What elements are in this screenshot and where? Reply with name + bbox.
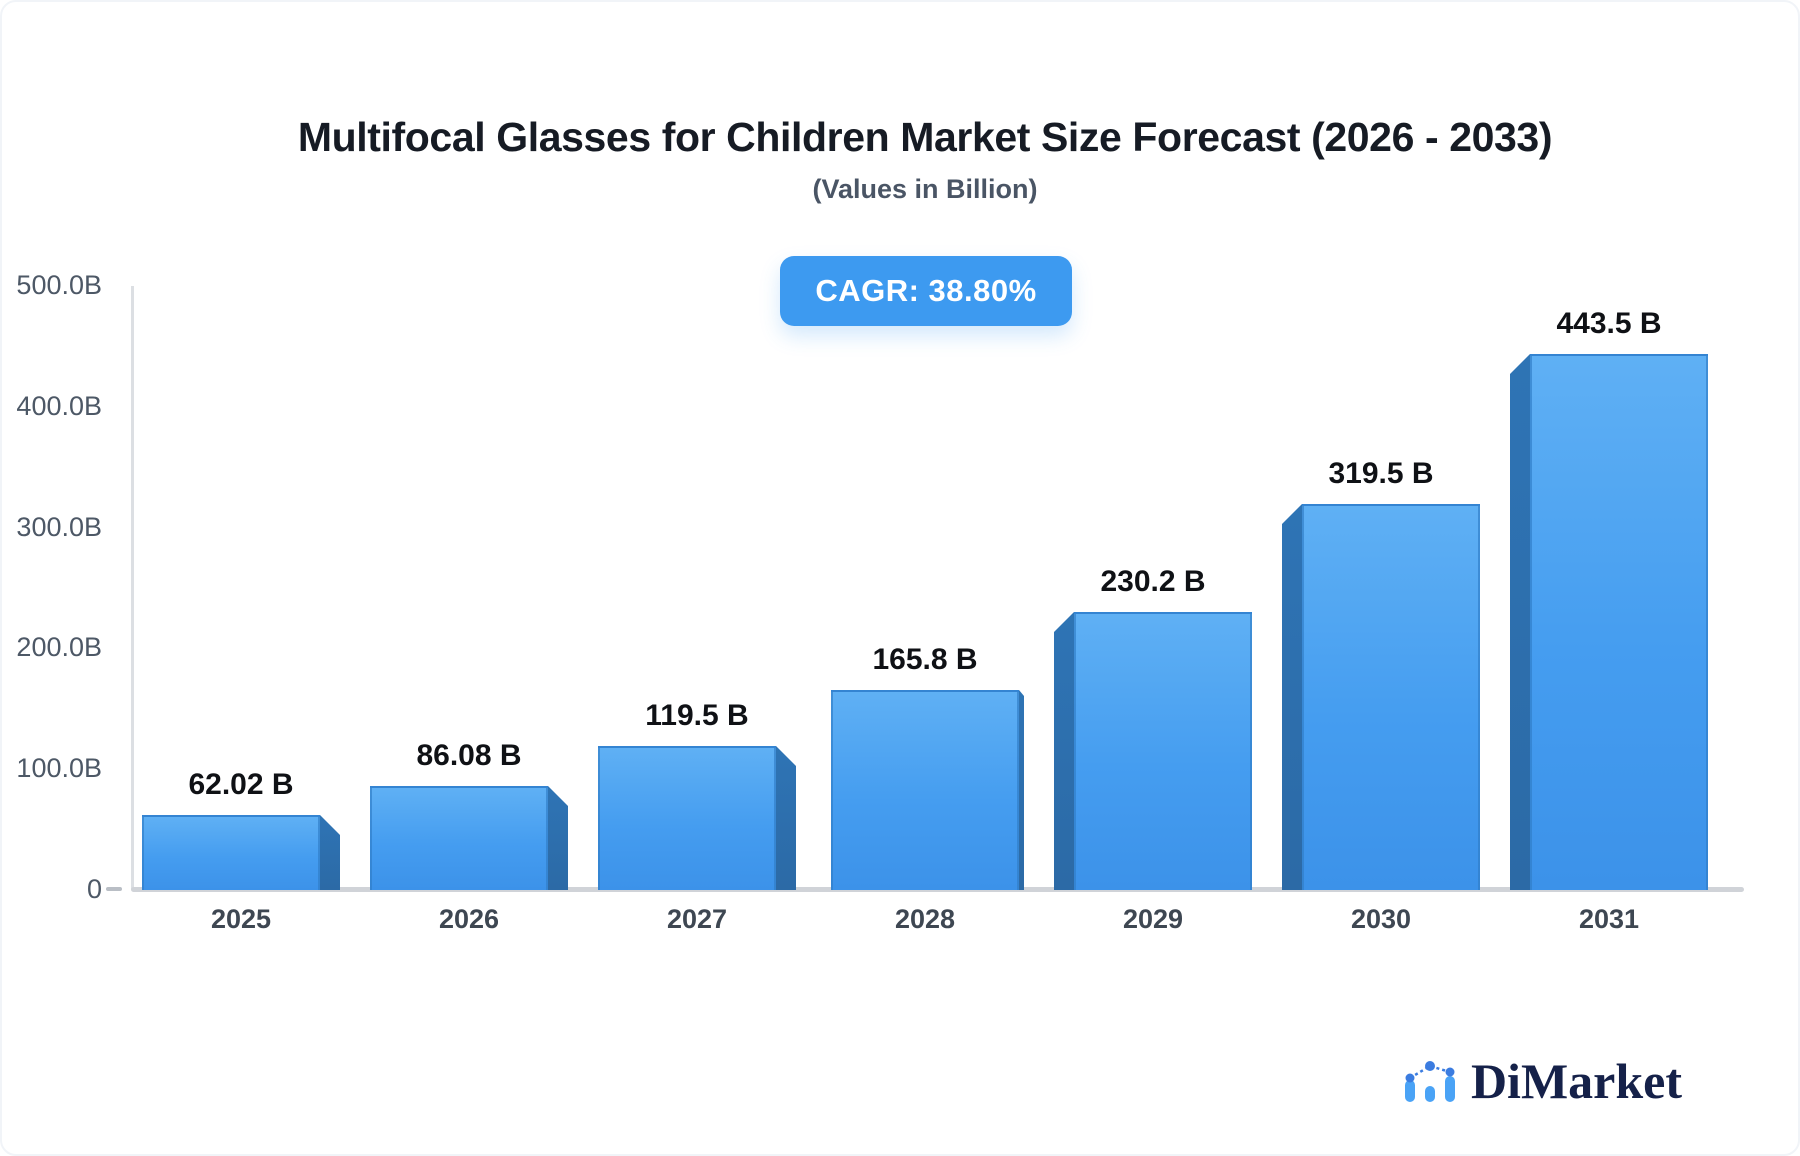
bar-side-shadow	[1019, 690, 1024, 890]
y-axis-tick-label: 0	[86, 874, 102, 904]
bar-group-2026	[370, 786, 568, 890]
y-axis-tick-label: 400.0B	[16, 390, 102, 421]
zero-tick-mark	[106, 887, 122, 891]
x-axis-tick-label: 2028	[894, 904, 956, 934]
bar-face	[598, 746, 776, 890]
x-axis-tick-label: 2029	[1122, 904, 1184, 934]
bar-face	[1074, 612, 1252, 890]
y-axis-tick-label: 200.0B	[16, 632, 102, 663]
dimarket-logo: DiMarket	[1403, 1053, 1682, 1109]
y-axis-tick-label: 300.0B	[16, 511, 102, 542]
x-axis-tick-label: 2030	[1350, 904, 1412, 934]
dimarket-logo-text: DiMarket	[1470, 1053, 1682, 1109]
y-axis-tick-label: 100.0B	[16, 753, 102, 784]
bar-side-shadow	[320, 815, 340, 890]
bar-group-2028	[826, 690, 1024, 890]
bar-face	[831, 690, 1019, 890]
bar-face	[142, 815, 320, 890]
x-axis-tick-label: 2025	[210, 904, 272, 934]
bar-side-shadow	[776, 746, 796, 890]
y-axis-line	[131, 286, 134, 890]
bar-group-2030	[1282, 504, 1480, 890]
bar-value-label: 62.02 B	[188, 768, 294, 801]
bar-group-2027	[598, 746, 796, 890]
bar-face	[370, 786, 548, 890]
bar-value-label: 230.2 B	[1100, 565, 1206, 598]
bar-value-label: 119.5 B	[645, 699, 749, 732]
x-axis-tick-label: 2031	[1578, 904, 1640, 934]
x-axis-tick-label: 2027	[666, 904, 728, 934]
bar-value-label: 165.8 B	[872, 643, 978, 676]
y-axis-tick-label: 500.0B	[16, 270, 102, 300]
bar-side-shadow	[1282, 504, 1302, 890]
bar-side-shadow	[548, 786, 568, 890]
bar-value-label: 319.5 B	[1328, 457, 1434, 490]
cagr-badge: CAGR: 38.80%	[780, 256, 1072, 326]
cagr-badge-label: CAGR: 38.80%	[815, 273, 1037, 308]
x-axis-tick-label: 2026	[438, 904, 500, 934]
bar-group-2031	[1510, 354, 1708, 890]
bar-value-label: 443.5 B	[1556, 307, 1662, 340]
bar-chart-trend-icon	[1404, 1061, 1455, 1102]
chart-subtitle: (Values in Billion)	[812, 174, 1038, 204]
bar-value-label: 86.08 B	[416, 739, 522, 772]
chart-title: Multifocal Glasses for Children Market S…	[297, 114, 1553, 160]
bar-face	[1530, 354, 1708, 890]
bar-face	[1302, 504, 1480, 890]
bar-group-2025	[142, 815, 340, 890]
bar-group-2029	[1054, 612, 1252, 890]
bar-side-shadow	[1054, 612, 1074, 890]
bar-side-shadow	[1510, 354, 1530, 890]
